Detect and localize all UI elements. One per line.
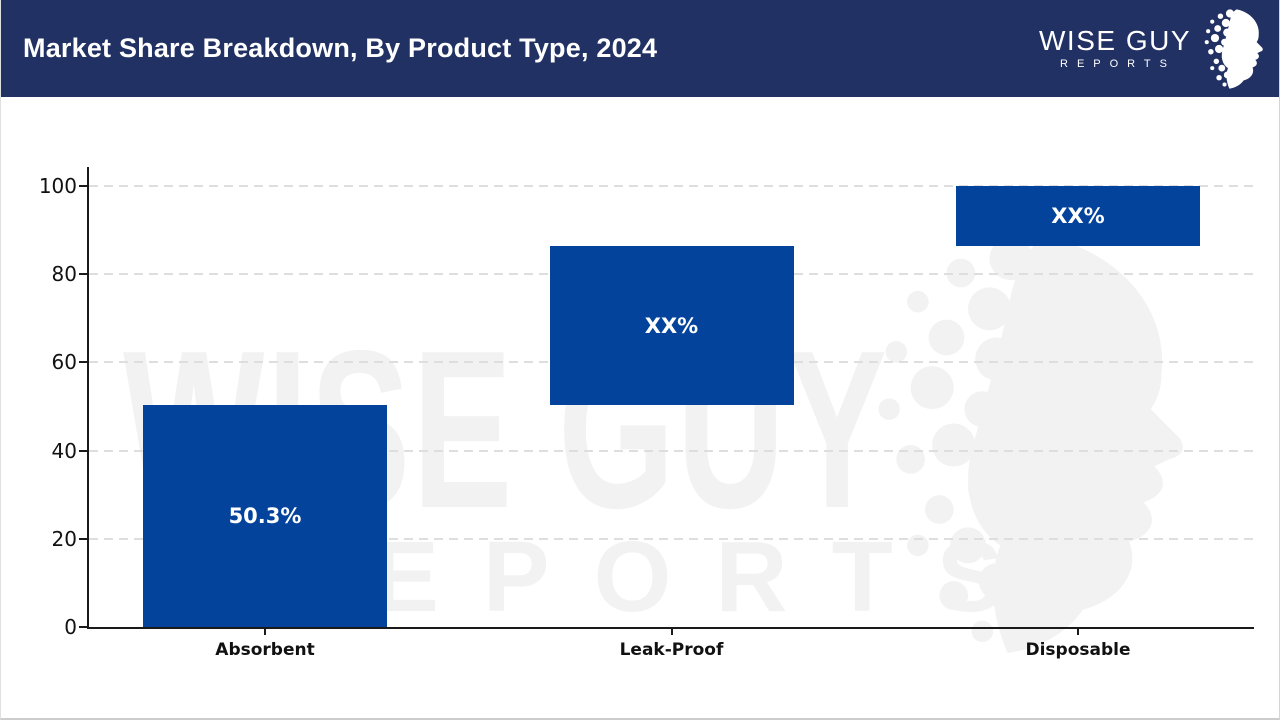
y-tick-label: 40 (51, 438, 77, 463)
bar: XX% (956, 186, 1200, 246)
bar-value-label: XX% (1051, 203, 1105, 228)
x-category-label: Leak-Proof (619, 640, 724, 660)
y-tickmark (79, 449, 89, 452)
y-tickmark (79, 273, 89, 276)
gridline (89, 449, 1254, 452)
wiseguy-logo: WISE GUY REPORTS (1039, 8, 1265, 90)
wiseguy-head-icon (1195, 8, 1265, 90)
y-tickmark (79, 537, 89, 540)
x-axis-spine (87, 627, 1254, 629)
bar: XX% (549, 245, 794, 406)
y-axis-spine (87, 167, 89, 629)
y-tickmark (79, 626, 89, 628)
x-tickmark (264, 629, 266, 635)
y-tick-label: 80 (51, 262, 77, 287)
x-category-label: Absorbent (215, 640, 315, 660)
page-title: Market Share Breakdown, By Product Type,… (23, 33, 658, 63)
bar-value-label: XX% (644, 313, 699, 338)
bar-value-label: 50.3% (228, 504, 302, 529)
y-tickmark (79, 361, 89, 364)
gridline (89, 537, 1254, 540)
y-tickmark (79, 185, 89, 187)
x-category-label: Disposable (1025, 640, 1131, 660)
y-tick-label: 0 (64, 615, 77, 639)
y-tick-label: 60 (51, 350, 77, 375)
logo-reports-label: REPORTS (1060, 58, 1176, 70)
header-bar: Market Share Breakdown, By Product Type,… (1, 0, 1279, 97)
logo-wiseguy-label: WISE GUY (1038, 25, 1191, 56)
gridline (89, 185, 1254, 187)
bar: 50.3% (143, 405, 387, 627)
y-tick-label: 20 (51, 526, 77, 551)
wiseguy-logo-text: WISE GUY REPORTS (1039, 27, 1191, 70)
x-tickmark (670, 629, 673, 635)
x-tickmark (1077, 629, 1079, 635)
y-tick-label: 100 (38, 174, 77, 198)
